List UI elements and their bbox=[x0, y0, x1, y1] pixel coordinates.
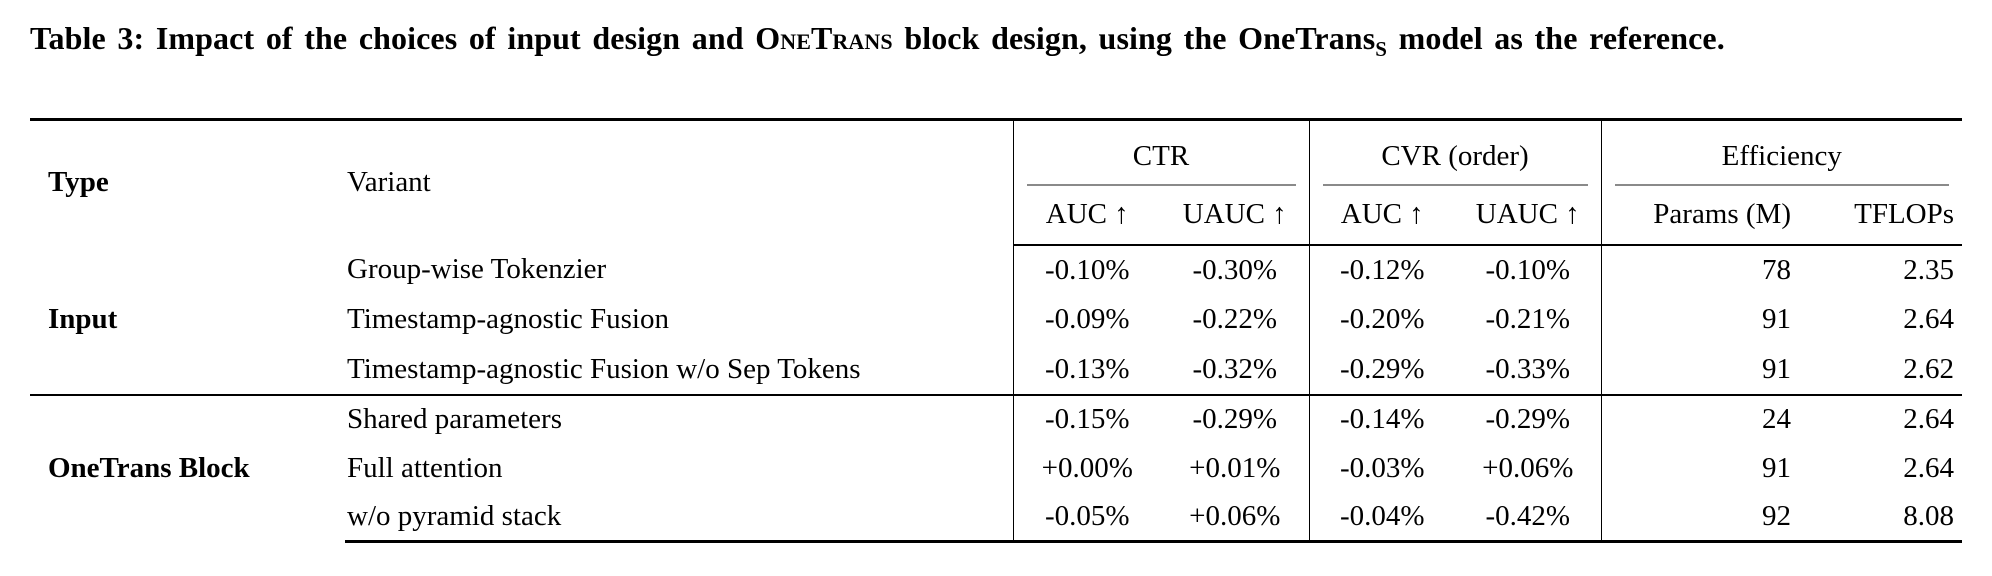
tflops-value: 2.64 bbox=[1903, 451, 1955, 484]
ctr-auc-value: -0.15% bbox=[1012, 393, 1161, 444]
cvr-auc-value: -0.12% bbox=[1308, 244, 1455, 295]
ctr-auc-value: -0.13% bbox=[1012, 344, 1161, 395]
tflops-value: 2.64 bbox=[1799, 393, 1963, 444]
table-row: Timestamp-agnostic Fusion w/o Sep Tokens… bbox=[30, 344, 1962, 395]
efficiency-cmidrule bbox=[1614, 183, 1950, 186]
caption-middle: block design, using the bbox=[892, 20, 1239, 56]
model-subscript: S bbox=[1375, 37, 1388, 61]
params-value: 78 bbox=[1600, 244, 1800, 295]
cvr-uauc-value: -0.42% bbox=[1455, 492, 1602, 543]
tflops-value: 2.35 bbox=[1903, 253, 1955, 286]
col-header-tflops: TFLOPs bbox=[1799, 185, 1963, 246]
table-row: Full attention +0.00% +0.01% -0.03% +0.0… bbox=[30, 443, 1962, 493]
group-header-cvr: CVR (order) bbox=[1308, 118, 1602, 186]
tflops-value: 2.64 bbox=[1903, 303, 1955, 335]
col-header-cvr-auc: AUC ↑ bbox=[1308, 185, 1455, 246]
ctr-auc-value: +0.00% bbox=[1012, 443, 1161, 493]
params-value: 24 bbox=[1600, 393, 1800, 444]
row-group-type-input: Input bbox=[48, 302, 118, 335]
col-header-ctr-auc: AUC ↑ bbox=[1012, 185, 1161, 246]
group-header-efficiency: Efficiency bbox=[1600, 118, 1963, 186]
caption-prefix: Table 3: Impact of the choices of input … bbox=[30, 20, 756, 56]
table-row: w/o pyramid stack -0.05% +0.06% -0.04% -… bbox=[30, 492, 1963, 543]
cvr-uauc-value: -0.21% bbox=[1485, 303, 1571, 335]
tflops-value: 2.62 bbox=[1903, 352, 1955, 385]
variant-cell: w/o pyramid stack bbox=[345, 492, 1013, 543]
variant-cell: Full attention bbox=[347, 451, 503, 484]
cvr-uauc-value: -0.33% bbox=[1485, 352, 1571, 385]
ctr-uauc-value: +0.06% bbox=[1161, 492, 1309, 543]
cvr-cmidrule bbox=[1322, 183, 1588, 186]
ctr-cmidrule bbox=[1026, 183, 1296, 186]
params-value: 91 bbox=[1600, 344, 1800, 395]
cvr-auc-value: -0.04% bbox=[1308, 492, 1455, 543]
cvr-uauc-value: +0.06% bbox=[1482, 451, 1574, 484]
variant-cell: Group-wise Tokenzier bbox=[347, 253, 607, 285]
table-row: Input Group-wise Tokenzier -0.10% -0.30%… bbox=[30, 244, 1962, 335]
cvr-auc-value: -0.20% bbox=[1308, 294, 1455, 345]
model-name: OneTrans bbox=[1238, 20, 1376, 56]
ctr-uauc-value: -0.30% bbox=[1192, 253, 1278, 286]
col-header-variant: Variant bbox=[345, 118, 1013, 245]
tflops-value: 8.08 bbox=[1799, 492, 1963, 543]
cvr-auc-value: -0.29% bbox=[1308, 344, 1455, 395]
ctr-auc-value: -0.05% bbox=[1012, 492, 1161, 543]
cvr-uauc-value: -0.10% bbox=[1485, 253, 1571, 286]
ablation-table: Type Variant CTR CVR (order) Efficiency … bbox=[30, 118, 1963, 543]
col-header-params: Params (M) bbox=[1600, 185, 1800, 246]
variant-cell: Timestamp-agnostic Fusion w/o Sep Tokens bbox=[347, 352, 861, 385]
ctr-uauc-value: -0.22% bbox=[1192, 303, 1278, 335]
group-header-cvr-label: CVR (order) bbox=[1381, 139, 1529, 172]
col-header-ctr-uauc: UAUC ↑ bbox=[1161, 185, 1309, 246]
group-header-ctr: CTR bbox=[1012, 118, 1309, 186]
table-row: OneTrans Block Shared parameters -0.15% … bbox=[30, 393, 1963, 542]
cvr-auc-value: -0.14% bbox=[1308, 393, 1455, 444]
ctr-uauc-value: -0.32% bbox=[1192, 352, 1278, 385]
variant-cell: Shared parameters bbox=[345, 393, 1013, 444]
group-header-efficiency-label: Efficiency bbox=[1721, 139, 1842, 172]
caption-suffix: model as the reference. bbox=[1387, 20, 1725, 56]
brand-name-smallcaps: OneTrans bbox=[755, 20, 893, 56]
ctr-uauc-value: -0.29% bbox=[1161, 393, 1309, 444]
ctr-uauc-value: +0.01% bbox=[1189, 451, 1281, 484]
cvr-uauc-value: -0.29% bbox=[1455, 393, 1602, 444]
col-header-type: Type bbox=[30, 118, 345, 245]
table-row: Timestamp-agnostic Fusion -0.09% -0.22% … bbox=[30, 294, 1962, 345]
table-caption: Table 3: Impact of the choices of input … bbox=[30, 20, 1962, 62]
cvr-auc-value: -0.03% bbox=[1308, 443, 1455, 493]
variant-cell: Timestamp-agnostic Fusion bbox=[347, 303, 669, 335]
params-value: 91 bbox=[1600, 294, 1800, 345]
ctr-auc-value: -0.09% bbox=[1012, 294, 1161, 345]
row-group-type-onetrans-block: OneTrans Block bbox=[30, 393, 345, 542]
group-header-ctr-label: CTR bbox=[1132, 139, 1190, 172]
params-value: 92 bbox=[1600, 492, 1800, 543]
col-header-cvr-uauc: UAUC ↑ bbox=[1455, 185, 1602, 246]
params-value: 91 bbox=[1600, 443, 1800, 493]
ctr-auc-value: -0.10% bbox=[1012, 244, 1161, 295]
